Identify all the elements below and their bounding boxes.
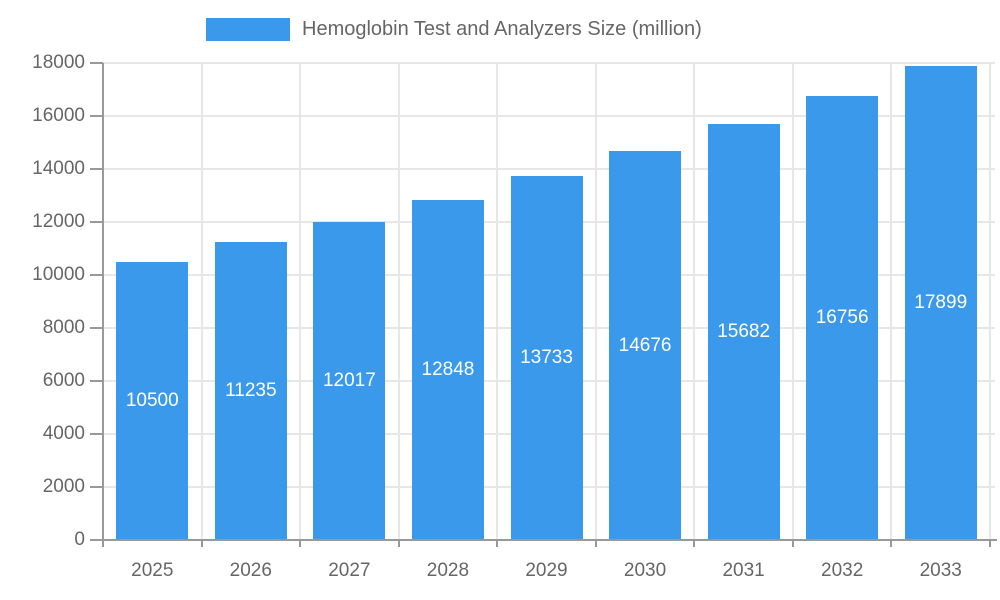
bar: 17899 [904,65,977,540]
y-tick-label: 2000 [42,476,85,497]
bar: 14676 [609,151,682,540]
bar-value-label: 12848 [421,358,475,380]
y-axis-tick [90,115,103,117]
bar-value-label: 15682 [717,321,771,343]
y-tick-label: 18000 [32,52,85,73]
bar-value-label: 13733 [520,347,573,369]
y-tick-label: 10000 [32,264,85,285]
y-tick-label: 8000 [42,317,85,338]
bar: 10500 [116,261,189,540]
x-axis-tick [791,540,794,547]
x-gridline [496,63,499,540]
x-gridline [693,63,696,540]
y-gridline [103,168,995,170]
legend-label: Hemoglobin Test and Analyzers Size (mill… [302,18,702,40]
x-axis-tick [102,540,104,547]
x-axis-tick [989,540,991,547]
x-axis-tick [200,540,203,547]
y-tick-label: 0 [74,529,85,550]
y-axis-tick [90,433,103,435]
bar: 15682 [707,124,780,540]
y-tick-label: 6000 [42,370,85,391]
x-tick-label: 2026 [229,560,272,581]
bar-value-label: 14676 [618,334,672,356]
x-tick-label: 2032 [821,560,864,581]
y-axis-tick [90,486,103,488]
x-gridline [791,63,794,540]
x-axis-tick [693,540,696,547]
x-tick-label: 2030 [623,560,667,581]
x-tick-label: 2025 [131,560,174,581]
y-axis-tick [90,274,103,276]
bar-value-label: 11235 [225,380,277,402]
bar-value-label: 16756 [815,306,869,328]
bar: 16756 [806,95,879,540]
bar-value-label: 10500 [125,389,179,411]
bar: 11235 [214,242,287,540]
x-gridline [989,63,991,540]
legend-swatch [206,18,290,41]
x-gridline [299,63,302,540]
y-axis-tick [90,539,103,541]
y-tick-label: 4000 [42,423,85,444]
bar: 12848 [411,199,484,540]
x-tick-label: 2027 [328,560,371,581]
y-tick-label: 16000 [32,105,85,126]
y-axis-tick [90,62,103,64]
y-axis-tick [90,168,103,170]
x-axis-line [102,539,997,541]
x-tick-label: 2028 [426,560,470,581]
x-axis-tick [890,540,893,547]
y-tick-label: 14000 [32,158,85,179]
y-gridline [103,62,995,64]
bar: 12017 [313,221,386,540]
x-axis-tick [397,540,400,547]
y-axis-tick [90,380,103,382]
x-tick-label: 2029 [525,560,568,581]
x-gridline [890,63,893,540]
legend-item[interactable]: Hemoglobin Test and Analyzers Size (mill… [206,18,702,41]
y-axis-tick [90,327,103,329]
x-tick-label: 2033 [919,560,962,581]
x-axis-tick [496,540,499,547]
x-axis-tick [594,540,597,547]
y-tick-label: 12000 [32,211,85,232]
x-tick-label: 2031 [722,560,765,581]
bar: 13733 [510,176,583,540]
bar-value-label: 17899 [914,291,968,313]
x-axis-tick [299,540,302,547]
x-gridline [397,63,400,540]
y-axis-line [102,63,104,540]
bar-value-label: 12017 [322,369,376,391]
x-gridline [200,63,203,540]
y-axis-tick [90,221,103,223]
y-gridline [103,115,995,117]
x-gridline [594,63,597,540]
